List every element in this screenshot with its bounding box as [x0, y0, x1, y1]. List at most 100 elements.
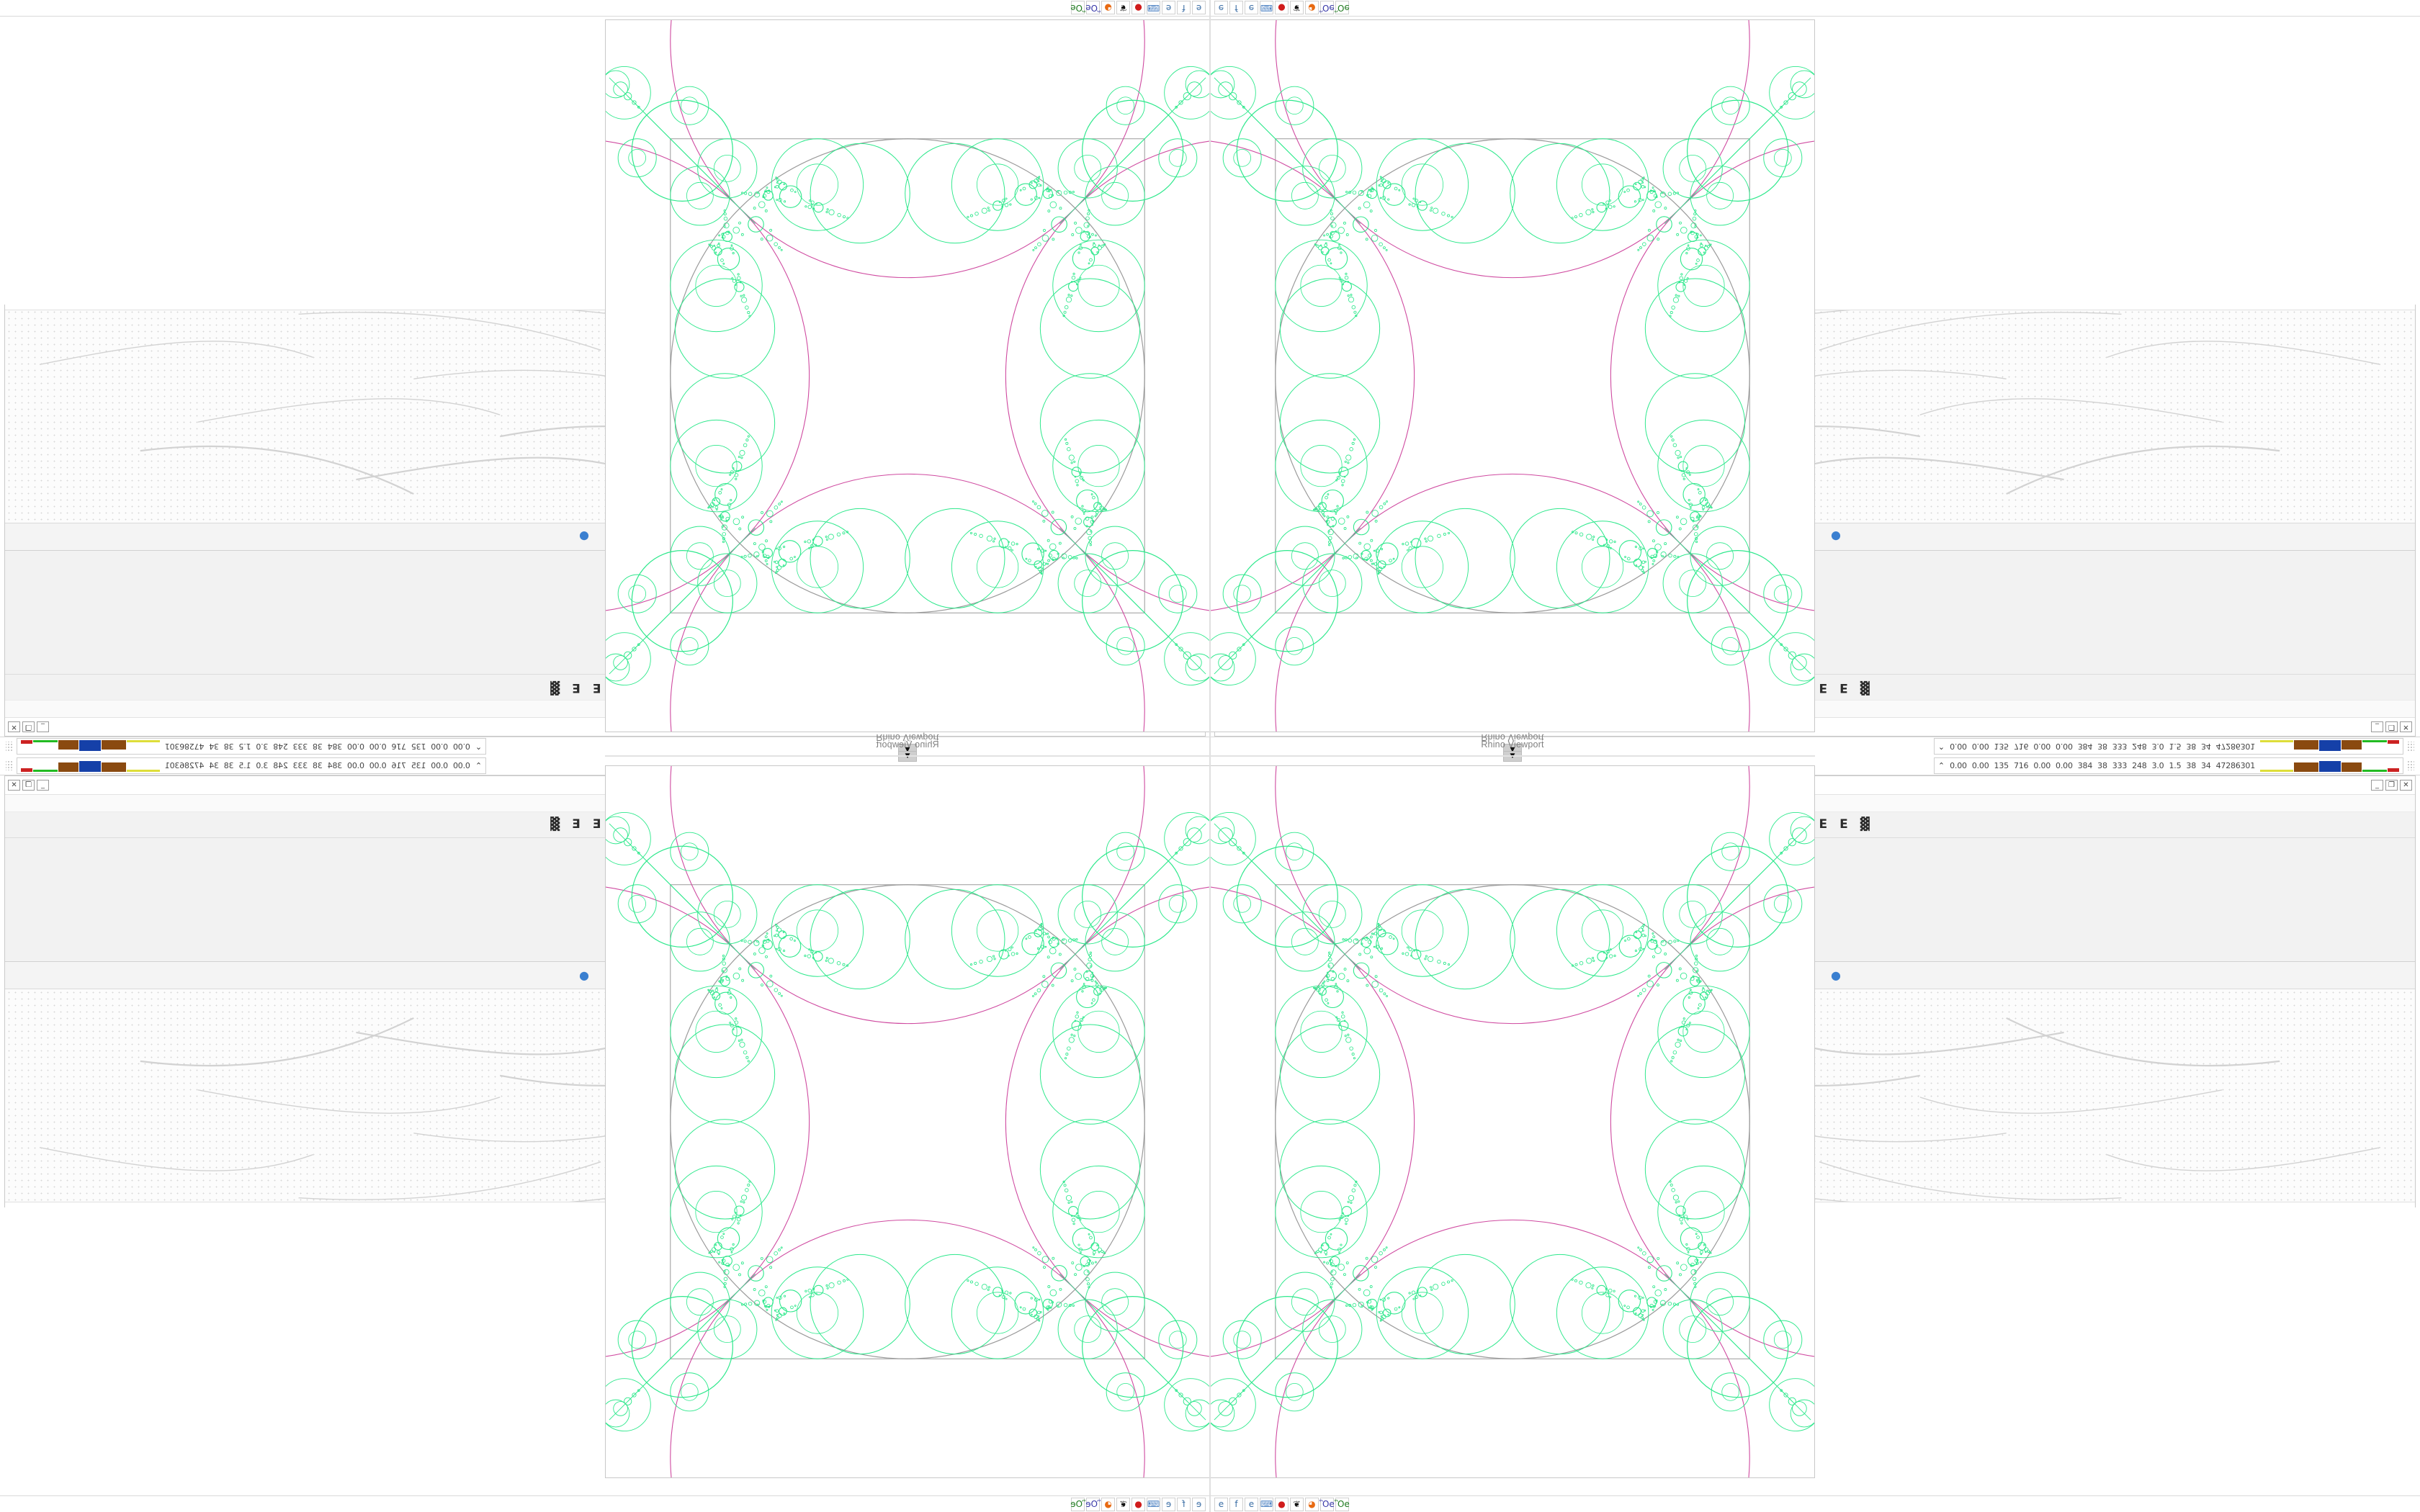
sysmon-value-0: 0.00	[1950, 742, 1967, 752]
sysmon-value-9: 248	[273, 742, 287, 752]
taskbar-editor-1[interactable]: ὜e	[1192, 1498, 1206, 1511]
sysmon-value-9: 248	[2132, 742, 2146, 752]
taskbar-firefox[interactable]: ◕	[1305, 1498, 1319, 1511]
tab-extra[interactable]: E	[1839, 819, 1848, 831]
sysmon-value-14: 47286301	[165, 742, 204, 752]
window-grip[interactable]	[2407, 760, 2414, 770]
minimize-button[interactable]: _	[37, 780, 49, 791]
taskbar-editor-3[interactable]: ὜e	[1162, 1, 1175, 15]
tab-extra[interactable]: E	[1839, 681, 1848, 693]
disk-graph-brown	[58, 740, 79, 750]
mem-graph-brown	[2294, 762, 2318, 772]
maximize-button[interactable]: ❐	[2385, 721, 2398, 732]
maximize-button[interactable]: ❐	[22, 721, 35, 732]
tab-elefront[interactable]: E	[593, 681, 601, 693]
viewport-label-text: Rhino Viewport	[876, 739, 938, 750]
close-button[interactable]: ✕	[2400, 721, 2412, 732]
system-monitor-readout[interactable]: ⌃ 0.00 0.00 135 716 0.00 0.00 384 38 333 248 3.0 1.5…	[1934, 739, 2403, 755]
taskbar-disk-green[interactable]: Ὃe	[1071, 1498, 1085, 1511]
taskbar-disk-green[interactable]: Ὃe	[1335, 1, 1349, 15]
sysmon-value-1: 0.00	[431, 742, 448, 752]
taskbar-editor-3[interactable]: ὜e	[1245, 1, 1258, 15]
taskbar: ὜e ὜f ὜e ⌨ ● ❦ ◕ Ὃe Ὃe	[1210, 1495, 2420, 1512]
taskbar-cat[interactable]: ❦	[1116, 1, 1130, 15]
sysmon-value-0: 0.00	[453, 742, 470, 752]
sysmon-value-0: 0.00	[453, 761, 470, 770]
rhino-viewport-top-right[interactable]	[1210, 19, 1815, 732]
taskbar-editor-1[interactable]: ὜e	[1214, 1, 1228, 15]
window-grip[interactable]	[2407, 742, 2414, 752]
taskbar-disk-blue[interactable]: Ὃe	[1086, 1, 1100, 15]
taskbar-cat[interactable]: ❦	[1116, 1498, 1130, 1511]
tab-elefront[interactable]: E	[593, 819, 601, 831]
tab-extra[interactable]: E	[572, 819, 581, 831]
taskbar-editor-3[interactable]: ὜e	[1245, 1498, 1258, 1511]
system-monitor-readout[interactable]: ⌃ 0.00 0.00 135 716 0.00 0.00 384 38 333 248 3.0 1.5…	[1934, 757, 2403, 774]
net-graph-green	[33, 740, 58, 742]
wire-12	[140, 1018, 414, 1066]
rhino-viewport-bottom-left[interactable]	[605, 765, 1210, 1478]
sysmon-value-13: 34	[209, 742, 219, 752]
taskbar-disk-blue[interactable]: Ὃe	[1320, 1498, 1334, 1511]
taskbar-cat[interactable]: ❦	[1290, 1498, 1304, 1511]
taskbar-opera[interactable]: ●	[1275, 1498, 1289, 1511]
maximize-button[interactable]: ❐	[2385, 780, 2398, 791]
taskbar-editor-1[interactable]: ὜e	[1214, 1498, 1228, 1511]
taskbar-disk-green[interactable]: Ὃe	[1335, 1498, 1349, 1511]
net-graph-green	[33, 770, 58, 772]
tab-elefront[interactable]: E	[1819, 819, 1828, 831]
taskbar-firefox[interactable]: ◕	[1101, 1498, 1115, 1511]
sysmon-value-8: 333	[293, 761, 308, 770]
close-button[interactable]: ✕	[2400, 780, 2412, 791]
tab-misc-icon[interactable]: ▓	[550, 681, 560, 693]
preview-blue-icon[interactable]: ●	[1827, 967, 1845, 984]
taskbar-disk-green[interactable]: Ὃe	[1071, 1, 1085, 15]
window-grip[interactable]	[6, 760, 13, 770]
taskbar-disk-blue[interactable]: Ὃe	[1086, 1498, 1100, 1511]
viewport-label-bottom-left[interactable]: Rhino Viewport ▼	[605, 734, 1210, 767]
preview-blue-icon[interactable]: ●	[575, 528, 593, 546]
taskbar-editor-2[interactable]: ὜f	[1229, 1498, 1243, 1511]
tab-elefront[interactable]: E	[1819, 681, 1828, 693]
sysmon-value-6: 384	[2078, 742, 2092, 752]
taskbar-calculator[interactable]: ⌨	[1147, 1, 1160, 15]
tab-misc-icon[interactable]: ▓	[1860, 819, 1870, 831]
taskbar-editor-2[interactable]: ὜f	[1177, 1498, 1191, 1511]
maximize-button[interactable]: ❐	[22, 780, 35, 791]
viewport-label-bottom-right[interactable]: Rhino Viewport ▼	[1210, 734, 1815, 767]
taskbar-disk-blue[interactable]: Ὃe	[1320, 1, 1334, 15]
minimize-button[interactable]: _	[37, 721, 49, 732]
rhino-viewport-bottom-right[interactable]	[1210, 765, 1815, 1478]
close-button[interactable]: ✕	[8, 780, 20, 791]
system-monitor-readout[interactable]: ⌃ 0.00 0.00 135 716 0.00 0.00 384 38 333 248 3.0 1.5…	[17, 739, 486, 755]
window-grip[interactable]	[6, 742, 13, 752]
taskbar-firefox[interactable]: ◕	[1305, 1, 1319, 15]
taskbar-editor-2[interactable]: ὜f	[1177, 1, 1191, 15]
tab-misc-icon[interactable]: ▓	[1860, 681, 1870, 693]
taskbar-opera[interactable]: ●	[1131, 1, 1145, 15]
tab-extra[interactable]: E	[572, 681, 581, 693]
taskbar: ὜e ὜f ὜e ⌨ ● ❦ ◕ Ὃe Ὃe	[0, 0, 1210, 17]
taskbar-opera[interactable]: ●	[1131, 1498, 1145, 1511]
taskbar-calculator[interactable]: ⌨	[1147, 1498, 1160, 1511]
taskbar-editor-1[interactable]: ὜e	[1192, 1, 1206, 15]
taskbar-opera[interactable]: ●	[1275, 1, 1289, 15]
taskbar-editor-3[interactable]: ὜e	[1162, 1498, 1175, 1511]
rhino-viewport-top-left[interactable]	[605, 19, 1210, 732]
preview-blue-icon[interactable]: ●	[575, 967, 593, 984]
wire-10	[1819, 312, 2121, 350]
tab-misc-icon[interactable]: ▓	[550, 819, 560, 831]
taskbar-calculator[interactable]: ⌨	[1260, 1498, 1273, 1511]
close-button[interactable]: ✕	[8, 721, 20, 732]
sysmon-value-2: 135	[411, 742, 426, 752]
minimize-button[interactable]: _	[2371, 721, 2383, 732]
taskbar-editor-2[interactable]: ὜f	[1229, 1, 1243, 15]
preview-blue-icon[interactable]: ●	[1827, 528, 1845, 546]
system-monitor-readout[interactable]: ⌃ 0.00 0.00 135 716 0.00 0.00 384 38 333 248 3.0 1.5…	[17, 757, 486, 774]
swap-graph-blue	[79, 761, 101, 772]
minimize-button[interactable]: _	[2371, 780, 2383, 791]
taskbar-firefox[interactable]: ◕	[1101, 1, 1115, 15]
sysmon-value-10: 3.0	[2152, 761, 2164, 770]
taskbar-calculator[interactable]: ⌨	[1260, 1, 1273, 15]
taskbar-cat[interactable]: ❦	[1290, 1, 1304, 15]
